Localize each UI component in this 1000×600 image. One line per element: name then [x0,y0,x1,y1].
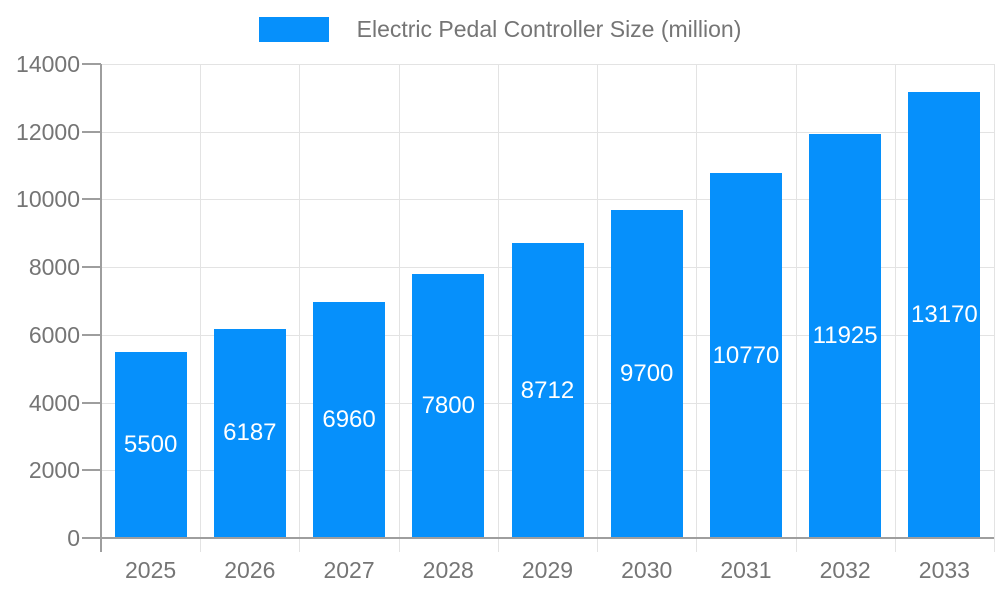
y-axis-tick [82,401,101,404]
y-axis-tick [82,63,101,65]
y-axis-tick-label: 8000 [28,254,80,281]
x-axis-tick-label: 2026 [224,557,276,583]
y-axis-tick-label: 14000 [16,51,80,77]
x-axis-tick-label: 2033 [918,557,970,583]
bar-value-label: 9700 [620,359,674,387]
y-axis-tick-label: 4000 [28,389,80,416]
x-axis-tick-label: 2032 [819,557,871,583]
bar-value-label: 8712 [520,376,575,404]
plot-area: 5500 6187 6960 7800 8712 9700 10770 11925 13170 [82,64,995,552]
gridline-vertical [696,64,698,552]
gridline-horizontal [101,199,994,201]
gridline-vertical [200,64,202,552]
bar-value-label: 5500 [123,430,178,458]
gridline-vertical [597,64,599,552]
y-axis-tick-label: 2000 [28,457,80,484]
y-axis-tick [82,469,101,472]
gridline-vertical [398,64,400,552]
legend-swatch-icon [258,17,329,42]
y-axis-tick-label: 6000 [28,321,80,348]
bar-value-label: 13170 [911,301,978,329]
y-axis-tick [82,130,101,133]
x-axis-line [82,537,994,539]
gridline-vertical [795,64,797,552]
bar-value-label: 6187 [223,419,277,447]
gridline-vertical [894,64,896,552]
bar-value-label: 10770 [712,341,780,369]
gridline-horizontal [101,64,994,65]
x-axis-tick-label: 2029 [521,557,574,583]
bar-value-label: 11925 [812,322,878,350]
bar-value-label: 7800 [421,391,475,419]
x-axis-tick-label: 2031 [720,557,772,583]
bar: 13170 [908,92,981,538]
x-axis-tick-label: 2025 [125,557,177,583]
y-axis-line [100,64,102,552]
bar: 10770 [709,173,782,538]
y-axis-tick-label: 12000 [16,118,80,145]
y-axis-tick-label: 0 [67,525,80,551]
y-axis-tick [82,266,101,269]
bar-value-label: 6960 [322,406,376,434]
bar: 6960 [313,302,386,538]
gridline-horizontal [101,131,994,133]
x-axis-tick-label: 2028 [422,557,474,583]
bar: 8712 [511,243,584,538]
y-axis-tick [82,198,101,201]
bar: 9700 [610,209,683,538]
bar: 5500 [114,351,187,538]
y-axis-tick-label: 10000 [16,186,80,213]
bar: 7800 [412,273,485,538]
chart-legend: Electric Pedal Controller Size (million) [0,16,1000,43]
y-axis-tick [82,333,101,336]
x-axis-tick-label: 2030 [621,557,673,583]
gridline-vertical [497,64,499,552]
bar: 6187 [213,328,286,538]
gridline-vertical [299,64,301,552]
gridline-vertical [994,64,995,552]
bar: 11925 [809,134,882,538]
legend-label: Electric Pedal Controller Size (million) [356,16,742,42]
y-axis-tick [82,537,101,539]
x-axis-tick-label: 2027 [323,557,375,583]
